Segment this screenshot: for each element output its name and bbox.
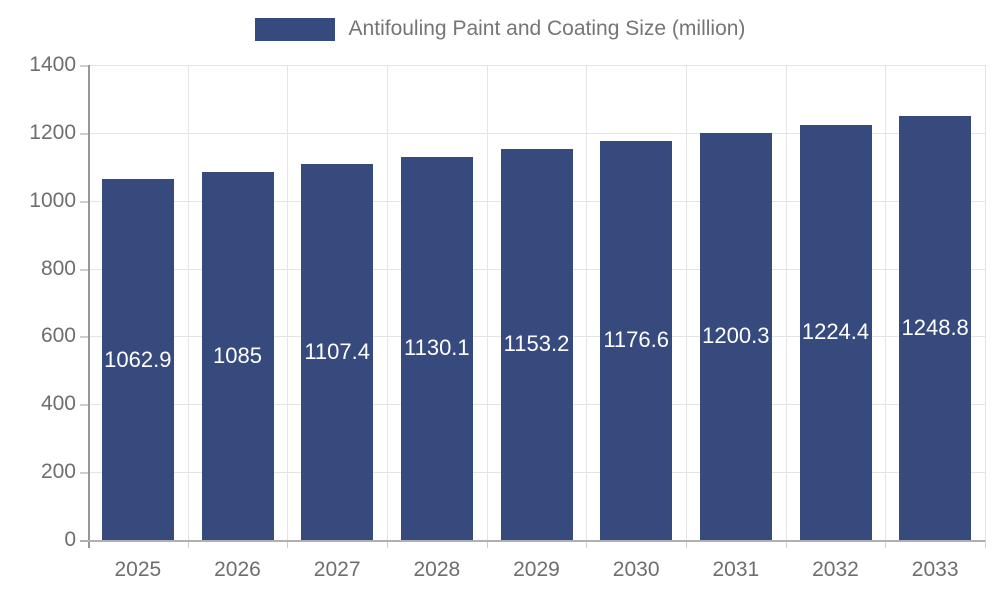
gridline-vertical [287, 65, 289, 540]
bar-value-label: 1085 [213, 342, 262, 368]
bar-value-label: 1062.9 [104, 346, 172, 372]
x-tick-mark [885, 540, 887, 548]
gridline-vertical [387, 65, 388, 540]
legend-swatch [254, 17, 335, 41]
bar[interactable]: 1224.4 [799, 124, 872, 540]
y-tick-label: 400 [40, 392, 76, 416]
bar[interactable]: 1130.1 [400, 156, 473, 540]
y-tick-mark [80, 268, 88, 271]
bar-value-label: 1248.8 [901, 315, 969, 341]
gridline-vertical [686, 65, 687, 540]
x-tick-mark [187, 540, 189, 548]
bar[interactable]: 1248.8 [899, 116, 972, 540]
bar-value-label: 1107.4 [304, 339, 370, 365]
y-tick-mark [80, 404, 88, 407]
x-tick-label: 2028 [413, 558, 461, 581]
bar[interactable]: 1085 [201, 171, 274, 540]
y-tick-mark [80, 336, 88, 339]
gridline-vertical [785, 65, 787, 540]
gridline-vertical [486, 65, 488, 540]
x-tick-label: 2029 [513, 558, 560, 581]
x-tick-label: 2033 [911, 558, 959, 581]
x-tick-label: 2031 [712, 558, 760, 581]
y-tick-label: 200 [40, 460, 76, 484]
x-tick-label: 2027 [313, 558, 361, 581]
y-tick-label: 1000 [29, 188, 76, 212]
y-tick-label: 1200 [29, 120, 76, 144]
x-tick-label: 2030 [612, 558, 660, 581]
x-tick-mark [586, 540, 588, 548]
bar[interactable]: 1107.4 [301, 164, 374, 540]
x-axis-line [80, 540, 985, 542]
bar[interactable]: 1153.2 [500, 148, 573, 540]
x-tick-mark [785, 540, 787, 548]
gridline-vertical [187, 65, 189, 540]
y-tick-label: 800 [40, 256, 76, 280]
gridline-vertical [885, 65, 887, 540]
legend[interactable]: Antifouling Paint and Coating Size (mill… [0, 15, 1000, 43]
gridline-horizontal [88, 65, 985, 66]
bar[interactable]: 1062.9 [101, 179, 174, 540]
bar-value-label: 1130.1 [404, 335, 470, 361]
bar[interactable]: 1176.6 [600, 140, 673, 540]
bar-value-label: 1176.6 [603, 327, 669, 353]
y-tick-label: 600 [40, 324, 76, 348]
y-tick-mark [80, 472, 88, 475]
x-tick-label: 2026 [214, 558, 261, 581]
bar-value-label: 1153.2 [503, 331, 570, 357]
y-tick-mark [80, 65, 88, 67]
x-tick-mark [287, 540, 289, 548]
x-tick-mark [387, 540, 388, 548]
y-tick-label: 1400 [29, 53, 76, 76]
x-tick-mark [486, 540, 488, 548]
y-axis-line [88, 65, 90, 548]
y-tick-label: 0 [64, 528, 76, 551]
gridline-horizontal [88, 132, 985, 134]
x-tick-label: 2025 [114, 558, 162, 581]
gridline-vertical [985, 65, 986, 540]
y-tick-mark [80, 132, 88, 135]
x-tick-label: 2032 [812, 558, 859, 581]
y-tick-mark [80, 200, 88, 203]
bar-value-label: 1200.3 [702, 323, 770, 349]
gridline-vertical [586, 65, 588, 540]
bar[interactable]: 1200.3 [699, 132, 772, 540]
x-tick-mark [985, 540, 986, 548]
x-tick-mark [686, 540, 687, 548]
bar-value-label: 1224.4 [801, 319, 870, 345]
legend-label: Antifouling Paint and Coating Size (mill… [348, 17, 746, 40]
